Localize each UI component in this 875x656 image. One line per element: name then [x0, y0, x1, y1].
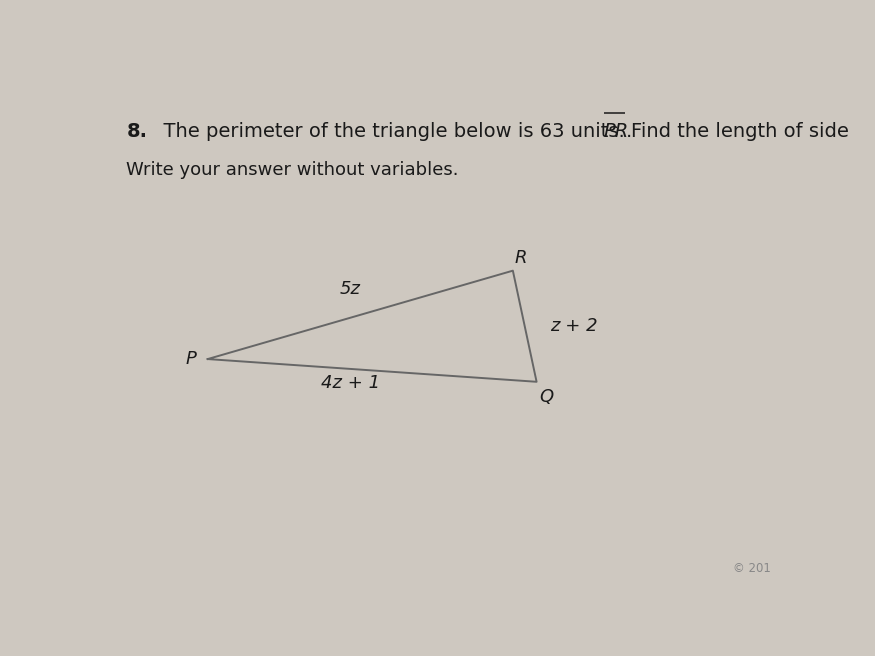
- Text: z + 2: z + 2: [550, 318, 598, 335]
- Text: R: R: [514, 249, 528, 267]
- Text: Write your answer without variables.: Write your answer without variables.: [126, 161, 458, 178]
- Text: P: P: [186, 350, 196, 368]
- Text: 5z: 5z: [340, 281, 360, 298]
- Text: 8.: 8.: [126, 122, 147, 141]
- Text: © 201: © 201: [732, 562, 771, 575]
- Text: Q: Q: [540, 388, 554, 406]
- Text: The perimeter of the triangle below is 63 units. Find the length of side: The perimeter of the triangle below is 6…: [150, 122, 855, 141]
- Text: PR: PR: [604, 122, 629, 141]
- Text: .: .: [626, 122, 633, 141]
- Text: 4z + 1: 4z + 1: [320, 374, 380, 392]
